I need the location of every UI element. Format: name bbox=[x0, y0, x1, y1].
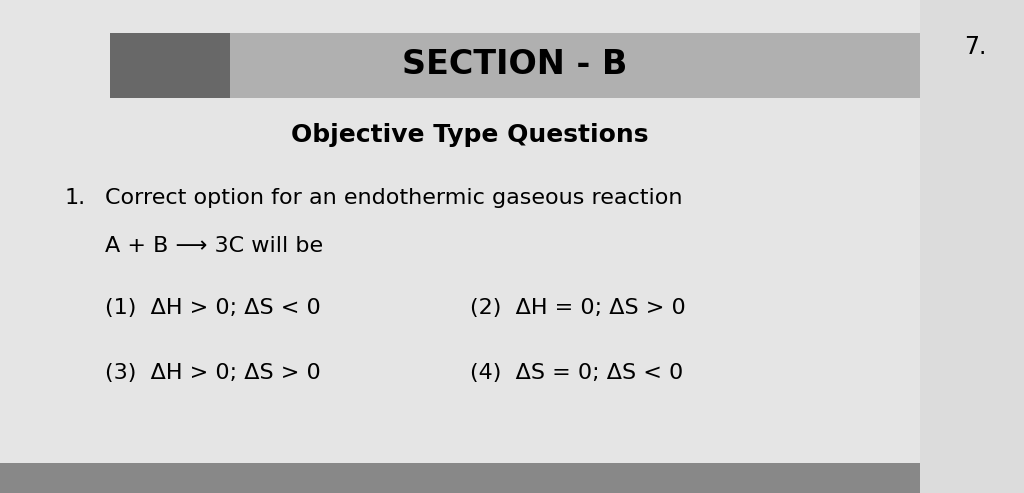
Bar bbox=[0, 463, 920, 493]
Text: SECTION - B: SECTION - B bbox=[402, 48, 628, 81]
Text: A + B ⟶ 3C will be: A + B ⟶ 3C will be bbox=[105, 236, 324, 256]
Text: (2)  ΔH = 0; ΔS > 0: (2) ΔH = 0; ΔS > 0 bbox=[470, 298, 686, 318]
Text: Objective Type Questions: Objective Type Questions bbox=[291, 123, 649, 147]
Bar bbox=[110, 33, 230, 98]
Bar bbox=[0, 0, 920, 493]
Bar bbox=[110, 33, 920, 98]
Text: 1.: 1. bbox=[65, 188, 86, 208]
Bar bbox=[920, 0, 1024, 493]
Text: (1)  ΔH > 0; ΔS < 0: (1) ΔH > 0; ΔS < 0 bbox=[105, 298, 321, 318]
Text: (4)  ΔS = 0; ΔS < 0: (4) ΔS = 0; ΔS < 0 bbox=[470, 363, 683, 383]
Text: 7.: 7. bbox=[964, 35, 986, 59]
Text: Correct option for an endothermic gaseous reaction: Correct option for an endothermic gaseou… bbox=[105, 188, 683, 208]
Text: (3)  ΔH > 0; ΔS > 0: (3) ΔH > 0; ΔS > 0 bbox=[105, 363, 321, 383]
